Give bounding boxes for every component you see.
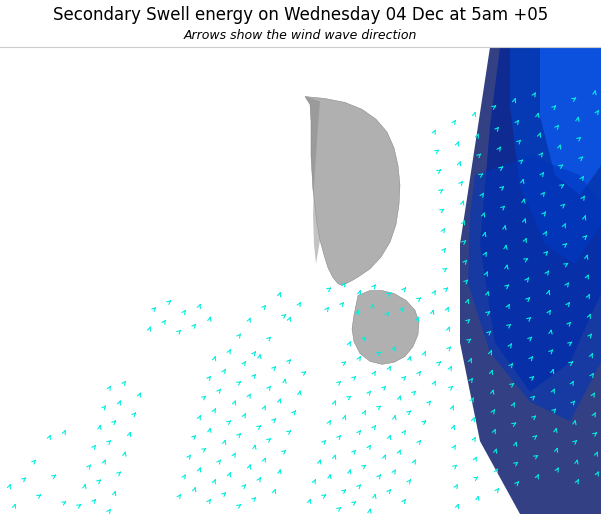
Polygon shape — [352, 290, 419, 364]
Polygon shape — [480, 47, 601, 392]
Polygon shape — [540, 47, 601, 195]
Polygon shape — [305, 97, 320, 264]
Text: Secondary Swell energy on Wednesday 04 Dec at 5am +05: Secondary Swell energy on Wednesday 04 D… — [53, 6, 548, 24]
Text: Arrows show the wind wave direction: Arrows show the wind wave direction — [184, 29, 417, 42]
Polygon shape — [460, 47, 601, 514]
Polygon shape — [510, 47, 601, 264]
Polygon shape — [305, 97, 400, 286]
Polygon shape — [468, 156, 601, 421]
